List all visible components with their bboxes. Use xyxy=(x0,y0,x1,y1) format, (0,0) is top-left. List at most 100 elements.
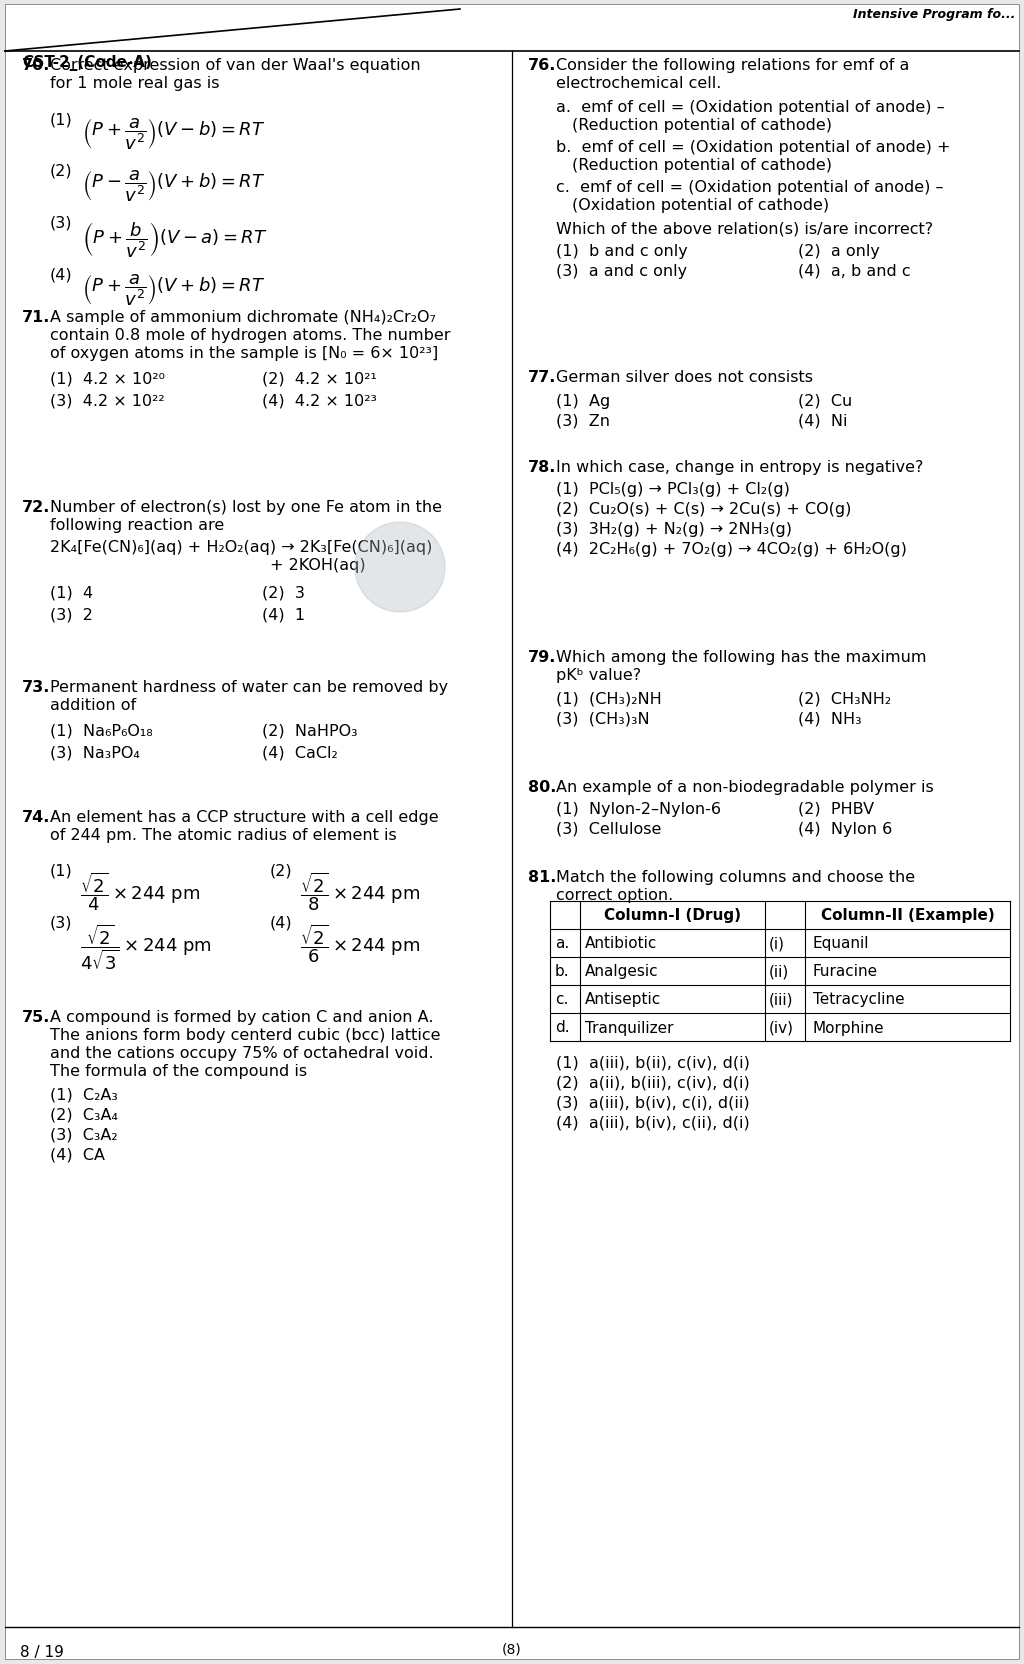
Text: Match the following columns and choose the: Match the following columns and choose t… xyxy=(556,870,915,885)
Text: Antiseptic: Antiseptic xyxy=(585,992,662,1007)
Text: contain 0.8 mole of hydrogen atoms. The number: contain 0.8 mole of hydrogen atoms. The … xyxy=(50,328,451,343)
Text: (3): (3) xyxy=(50,216,73,231)
Text: 77.: 77. xyxy=(528,369,556,384)
Text: (1)  PCl₅(g) → PCl₃(g) + Cl₂(g): (1) PCl₅(g) → PCl₃(g) + Cl₂(g) xyxy=(556,481,790,496)
Text: 74.: 74. xyxy=(22,809,50,824)
Text: following reaction are: following reaction are xyxy=(50,518,224,532)
Text: $\dfrac{\sqrt{2}}{4\sqrt{3}}\times 244$ pm: $\dfrac{\sqrt{2}}{4\sqrt{3}}\times 244$ … xyxy=(80,922,212,972)
Text: (1)  (CH₃)₂NH: (1) (CH₃)₂NH xyxy=(556,692,662,707)
Text: $\dfrac{\sqrt{2}}{4}\times 244$ pm: $\dfrac{\sqrt{2}}{4}\times 244$ pm xyxy=(80,870,201,912)
Text: $\left(P+\dfrac{a}{v^2}\right)(V-b)=RT$: $\left(P+\dfrac{a}{v^2}\right)(V-b)=RT$ xyxy=(82,116,265,151)
Text: Number of electron(s) lost by one Fe atom in the: Number of electron(s) lost by one Fe ato… xyxy=(50,499,442,514)
Text: (1)  Ag: (1) Ag xyxy=(556,394,610,409)
Text: (4)  Nylon 6: (4) Nylon 6 xyxy=(798,822,892,837)
Text: (iv): (iv) xyxy=(769,1020,794,1035)
Text: CST-2_(Code-A): CST-2_(Code-A) xyxy=(22,55,152,72)
Text: Which among the following has the maximum: Which among the following has the maximu… xyxy=(556,649,927,664)
Text: (Reduction potential of cathode): (Reduction potential of cathode) xyxy=(572,118,831,133)
Text: Correct expression of van der Waal's equation: Correct expression of van der Waal's equ… xyxy=(50,58,421,73)
Text: 81.: 81. xyxy=(528,870,556,885)
Text: (2)  CH₃NH₂: (2) CH₃NH₂ xyxy=(798,692,891,707)
Text: The anions form body centerd cubic (bcc) lattice: The anions form body centerd cubic (bcc)… xyxy=(50,1027,440,1042)
Text: (3)  4.2 × 10²²: (3) 4.2 × 10²² xyxy=(50,394,165,409)
Text: Tranquilizer: Tranquilizer xyxy=(585,1020,674,1035)
Text: (3)  Na₃PO₄: (3) Na₃PO₄ xyxy=(50,745,140,760)
Text: (1)  C₂A₃: (1) C₂A₃ xyxy=(50,1087,118,1102)
Text: (2)  C₃A₄: (2) C₃A₄ xyxy=(50,1107,118,1122)
Text: (2)  NaHPO₃: (2) NaHPO₃ xyxy=(262,724,357,739)
Text: Column-II (Example): Column-II (Example) xyxy=(820,909,994,924)
Text: (8): (8) xyxy=(502,1642,522,1656)
Text: addition of: addition of xyxy=(50,697,136,712)
Text: (1)  4: (1) 4 xyxy=(50,586,93,601)
Text: (3)  3H₂(g) + N₂(g) → 2NH₃(g): (3) 3H₂(g) + N₂(g) → 2NH₃(g) xyxy=(556,522,792,537)
Text: (2)  a(ii), b(iii), c(iv), d(i): (2) a(ii), b(iii), c(iv), d(i) xyxy=(556,1075,750,1090)
Text: (4)  a(iii), b(iv), c(ii), d(i): (4) a(iii), b(iv), c(ii), d(i) xyxy=(556,1115,750,1130)
Text: Tetracycline: Tetracycline xyxy=(813,992,904,1007)
Text: (3)  2: (3) 2 xyxy=(50,607,93,622)
Text: In which case, change in entropy is negative?: In which case, change in entropy is nega… xyxy=(556,459,924,474)
Text: b.  emf of cell = (Oxidation potential of anode) +: b. emf of cell = (Oxidation potential of… xyxy=(556,140,950,155)
Text: + 2KOH(aq): + 2KOH(aq) xyxy=(270,557,366,572)
Text: Antibiotic: Antibiotic xyxy=(585,935,657,950)
Text: $\dfrac{\sqrt{2}}{6}\times 244$ pm: $\dfrac{\sqrt{2}}{6}\times 244$ pm xyxy=(300,922,420,963)
Text: of 244 pm. The atomic radius of element is: of 244 pm. The atomic radius of element … xyxy=(50,827,396,842)
Text: (4): (4) xyxy=(270,915,293,930)
Text: (2)  4.2 × 10²¹: (2) 4.2 × 10²¹ xyxy=(262,371,377,386)
Text: and the cations occupy 75% of octahedral void.: and the cations occupy 75% of octahedral… xyxy=(50,1045,433,1060)
Text: 80.: 80. xyxy=(528,779,556,794)
Text: (i): (i) xyxy=(769,935,785,950)
Text: d.: d. xyxy=(555,1020,569,1035)
Text: Analgesic: Analgesic xyxy=(585,963,658,978)
Text: (2)  a only: (2) a only xyxy=(798,245,880,260)
Text: Equanil: Equanil xyxy=(813,935,869,950)
Text: Consider the following relations for emf of a: Consider the following relations for emf… xyxy=(556,58,909,73)
Text: 73.: 73. xyxy=(22,679,50,694)
FancyBboxPatch shape xyxy=(5,5,1019,1659)
Text: (2): (2) xyxy=(270,864,293,879)
Text: A sample of ammonium dichromate (NH₄)₂Cr₂O₇: A sample of ammonium dichromate (NH₄)₂Cr… xyxy=(50,310,436,324)
Text: (1): (1) xyxy=(50,864,73,879)
Text: (Reduction potential of cathode): (Reduction potential of cathode) xyxy=(572,158,831,173)
Text: (3)  a and c only: (3) a and c only xyxy=(556,265,687,280)
Text: Morphine: Morphine xyxy=(813,1020,885,1035)
Text: for 1 mole real gas is: for 1 mole real gas is xyxy=(50,77,219,92)
Text: (3)  a(iii), b(iv), c(i), d(ii): (3) a(iii), b(iv), c(i), d(ii) xyxy=(556,1095,750,1110)
Text: (2)  3: (2) 3 xyxy=(262,586,305,601)
Text: 8 / 19: 8 / 19 xyxy=(20,1644,63,1659)
Text: $\left(P+\dfrac{a}{v^2}\right)(V+b)=RT$: $\left(P+\dfrac{a}{v^2}\right)(V+b)=RT$ xyxy=(82,271,265,308)
Text: c.: c. xyxy=(555,992,568,1007)
Text: (4)  CaCl₂: (4) CaCl₂ xyxy=(262,745,338,760)
Text: (4)  CA: (4) CA xyxy=(50,1146,105,1161)
Text: a.  emf of cell = (Oxidation potential of anode) –: a. emf of cell = (Oxidation potential of… xyxy=(556,100,944,115)
Text: Which of the above relation(s) is/are incorrect?: Which of the above relation(s) is/are in… xyxy=(556,221,933,236)
Text: (4): (4) xyxy=(50,268,73,283)
Text: 75.: 75. xyxy=(22,1010,50,1025)
Text: An element has a CCP structure with a cell edge: An element has a CCP structure with a ce… xyxy=(50,809,438,824)
Text: (2): (2) xyxy=(50,163,73,180)
Text: (2)  Cu₂O(s) + C(s) → 2Cu(s) + CO(g): (2) Cu₂O(s) + C(s) → 2Cu(s) + CO(g) xyxy=(556,503,851,518)
Text: c.  emf of cell = (Oxidation potential of anode) –: c. emf of cell = (Oxidation potential of… xyxy=(556,180,943,195)
Text: correct option.: correct option. xyxy=(556,887,673,902)
Text: (3)  C₃A₂: (3) C₃A₂ xyxy=(50,1127,118,1142)
Text: electrochemical cell.: electrochemical cell. xyxy=(556,77,721,92)
Text: (4)  Ni: (4) Ni xyxy=(798,414,848,429)
Text: $\dfrac{\sqrt{2}}{8}\times 244$ pm: $\dfrac{\sqrt{2}}{8}\times 244$ pm xyxy=(300,870,420,912)
Text: (4)  a, b and c: (4) a, b and c xyxy=(798,265,910,280)
Text: $\left(P-\dfrac{a}{v^2}\right)(V+b)=RT$: $\left(P-\dfrac{a}{v^2}\right)(V+b)=RT$ xyxy=(82,168,265,203)
Text: (1): (1) xyxy=(50,111,73,126)
Text: German silver does not consists: German silver does not consists xyxy=(556,369,813,384)
Text: pKᵇ value?: pKᵇ value? xyxy=(556,667,641,682)
Text: 79.: 79. xyxy=(528,649,556,664)
Text: A compound is formed by cation C and anion A.: A compound is formed by cation C and ani… xyxy=(50,1010,433,1025)
Text: (1)  Na₆P₆O₁₈: (1) Na₆P₆O₁₈ xyxy=(50,724,153,739)
Text: (2)  Cu: (2) Cu xyxy=(798,394,852,409)
Text: (2)  PHBV: (2) PHBV xyxy=(798,802,874,817)
Text: An example of a non-biodegradable polymer is: An example of a non-biodegradable polyme… xyxy=(556,779,934,794)
Text: (4)  2C₂H₆(g) + 7O₂(g) → 4CO₂(g) + 6H₂O(g): (4) 2C₂H₆(g) + 7O₂(g) → 4CO₂(g) + 6H₂O(g… xyxy=(556,542,907,557)
Text: Permanent hardness of water can be removed by: Permanent hardness of water can be remov… xyxy=(50,679,449,694)
Text: (3)  (CH₃)₃N: (3) (CH₃)₃N xyxy=(556,712,649,727)
Text: a.: a. xyxy=(555,935,569,950)
Text: (3)  Cellulose: (3) Cellulose xyxy=(556,822,662,837)
Text: (iii): (iii) xyxy=(769,992,794,1007)
